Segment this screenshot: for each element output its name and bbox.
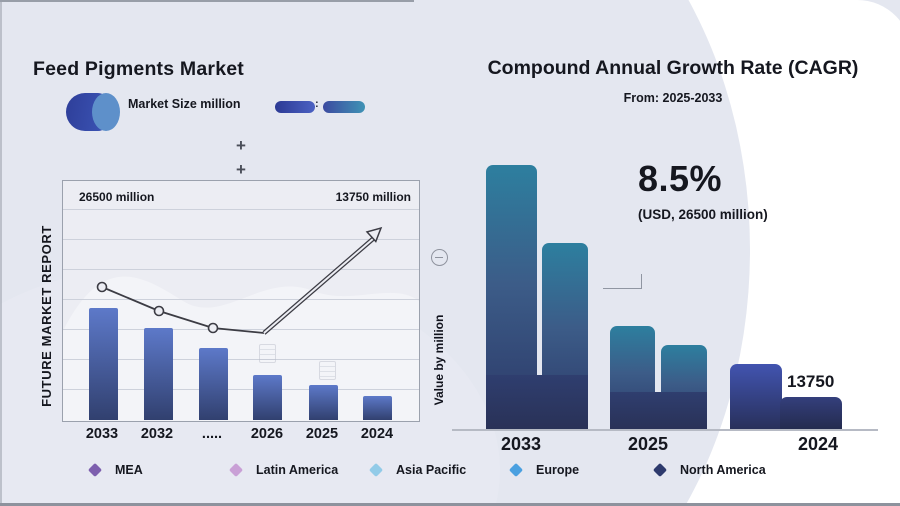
ratio-pill-right bbox=[323, 101, 365, 113]
start-value-label: 26500 million bbox=[79, 190, 155, 204]
cylinder-cap bbox=[92, 93, 120, 131]
market-size-bar bbox=[199, 348, 228, 420]
cylinder-icon bbox=[66, 93, 120, 131]
ratio-pill-left bbox=[275, 101, 315, 113]
legend-item-latin-america: Latin America bbox=[228, 462, 339, 478]
x-axis-tick-label: 2025 bbox=[305, 426, 339, 442]
legend-label: Europe bbox=[536, 463, 580, 477]
market-size-bar bbox=[363, 396, 392, 420]
gridline bbox=[63, 299, 419, 300]
cagr-detail: (USD, 26500 million) bbox=[638, 207, 768, 222]
legend-label: Latin America bbox=[256, 463, 339, 477]
right-chart-title: Compound Annual Growth Rate (CAGR) bbox=[487, 57, 859, 79]
right-chart-baseline bbox=[452, 429, 878, 431]
plus-mark-icon: + bbox=[236, 160, 246, 179]
right-chart-subtitle: From: 2025-2033 bbox=[623, 91, 723, 105]
market-size-bar bbox=[89, 308, 118, 420]
cagr-value: 8.5% bbox=[638, 158, 723, 199]
cagr-bar bbox=[780, 397, 842, 431]
trend-line-and-arrow bbox=[96, 226, 383, 335]
x-axis-tick-label: 2033 bbox=[85, 426, 119, 442]
gridline bbox=[63, 269, 419, 270]
left-vertical-label: FUTURE MARKET REPORT bbox=[39, 225, 54, 407]
ghost-card-icon bbox=[259, 344, 276, 363]
gridline bbox=[63, 359, 419, 360]
x-axis-tick-label: 2024 bbox=[797, 434, 839, 454]
cagr-bar-merge bbox=[486, 375, 588, 431]
legend-label: Asia Pacific bbox=[396, 463, 467, 477]
x-axis-tick-label: 2024 bbox=[360, 426, 394, 442]
legend-item-north-america: North America bbox=[652, 462, 766, 478]
gridline bbox=[63, 389, 419, 390]
frame-left-line bbox=[0, 0, 2, 506]
legend-diamond-icon bbox=[87, 462, 103, 478]
x-axis-tick-label: 2033 bbox=[500, 434, 542, 454]
ratio-colon: : bbox=[315, 98, 319, 110]
left-chart-subtitle: Market Size million bbox=[128, 97, 241, 111]
bar-value-label: 13750 bbox=[787, 372, 835, 391]
callout-bracket bbox=[603, 274, 642, 289]
legend-diamond-icon bbox=[228, 462, 244, 478]
x-axis-tick-label: 2032 bbox=[140, 426, 174, 442]
cagr-bar bbox=[730, 364, 782, 431]
left-chart-title: Feed Pigments Market bbox=[33, 58, 244, 80]
x-axis-tick-label: 2026 bbox=[250, 426, 284, 442]
legend-item-asia-pacific: Asia Pacific bbox=[368, 462, 467, 478]
left-chart-plot: 26500 million 13750 million bbox=[62, 180, 420, 422]
gridline bbox=[63, 209, 419, 210]
cagr-bar-merge bbox=[610, 392, 707, 431]
ghost-card-icon bbox=[319, 361, 336, 380]
market-size-bar bbox=[253, 375, 282, 420]
frame-bottom-line bbox=[0, 503, 900, 506]
x-axis-tick-label: ..... bbox=[201, 426, 223, 442]
legend-diamond-icon bbox=[368, 462, 384, 478]
gridline bbox=[63, 239, 419, 240]
market-size-bar bbox=[144, 328, 173, 420]
legend-item-mea: MEA bbox=[87, 462, 143, 478]
market-size-bar bbox=[309, 385, 338, 420]
right-axis-label: Value by million bbox=[432, 314, 446, 406]
x-axis-tick-label: 2025 bbox=[627, 434, 669, 454]
legend-diamond-icon bbox=[652, 462, 668, 478]
frame-top-line bbox=[0, 0, 414, 2]
legend-label: North America bbox=[680, 463, 766, 477]
plus-mark-icon: + bbox=[236, 136, 246, 155]
legend-label: MEA bbox=[115, 463, 143, 477]
legend-diamond-icon bbox=[508, 462, 524, 478]
circled-minus-icon bbox=[431, 249, 448, 266]
legend-item-europe: Europe bbox=[508, 462, 580, 478]
end-value-label: 13750 million bbox=[335, 190, 411, 204]
gridline bbox=[63, 329, 419, 330]
